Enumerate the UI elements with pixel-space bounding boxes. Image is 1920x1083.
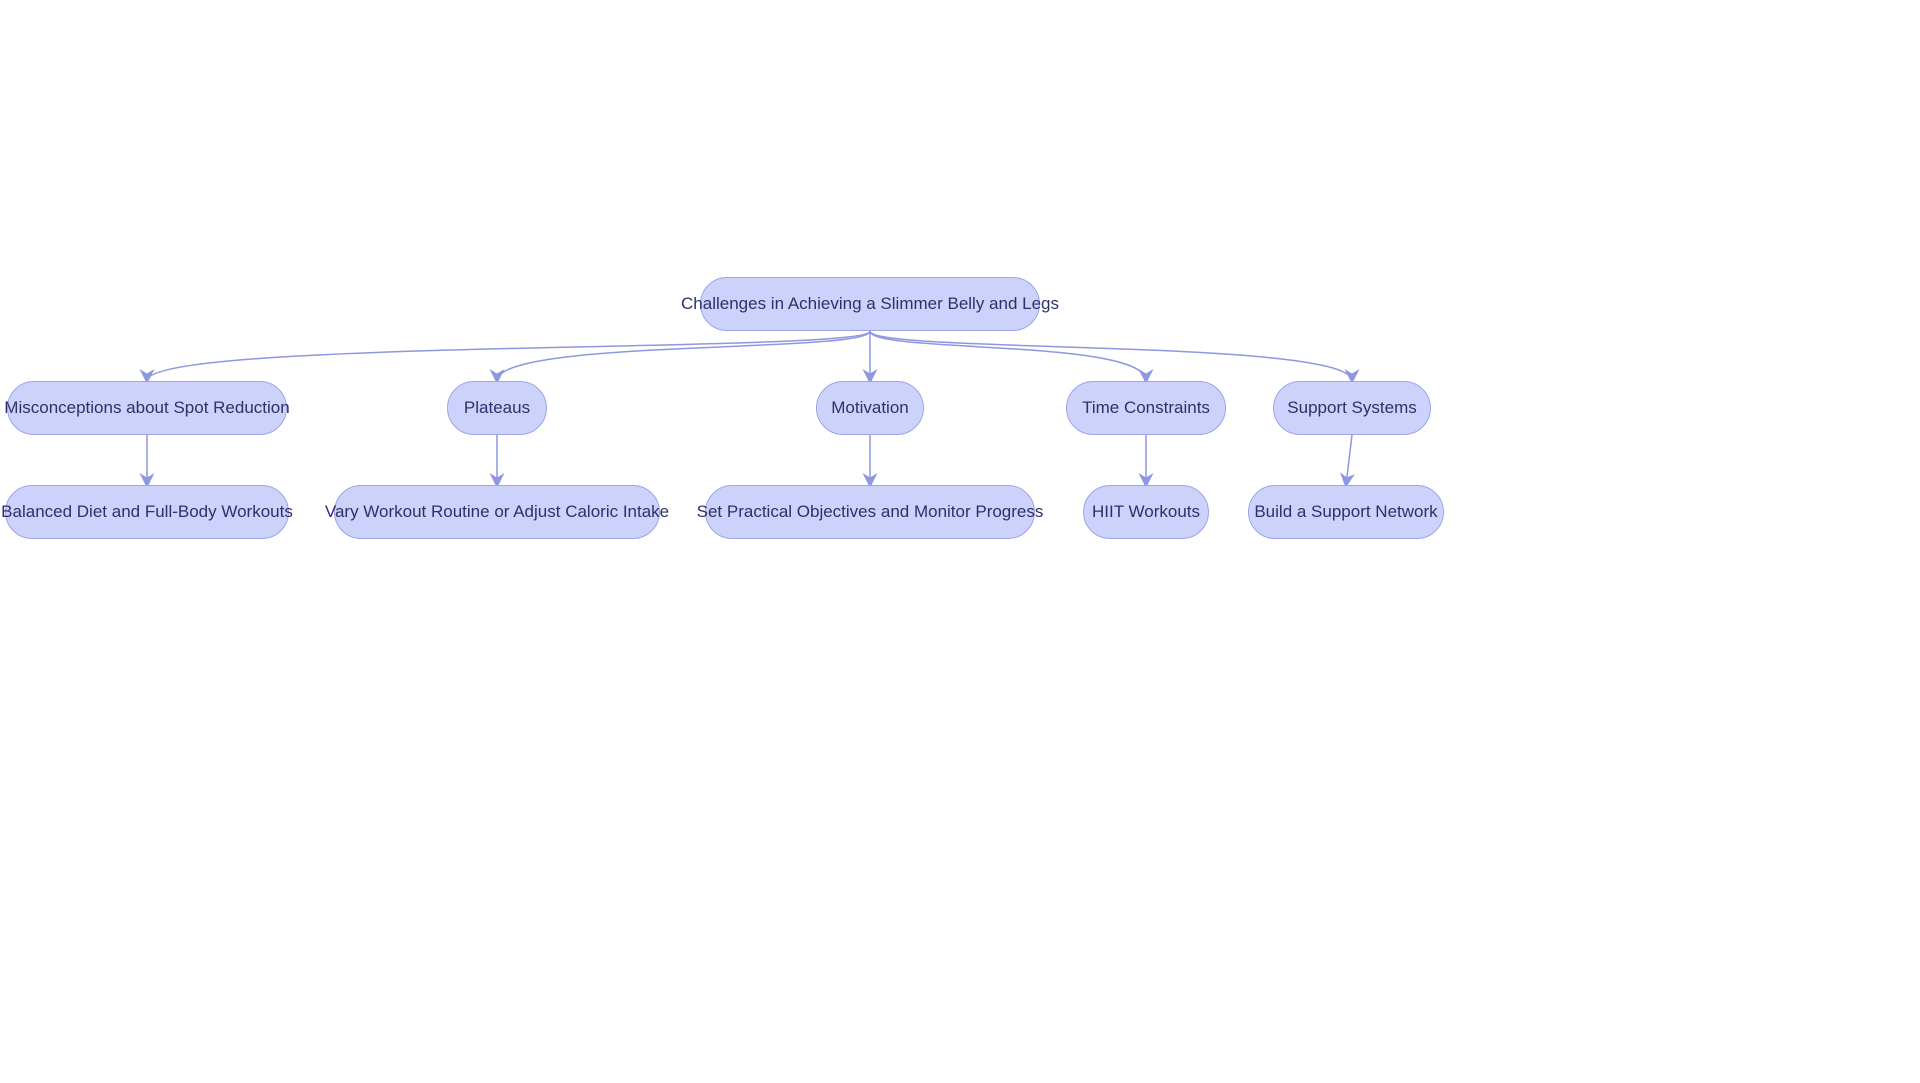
edge-root-c1 xyxy=(147,331,870,381)
node-s1: Balanced Diet and Full-Body Workouts xyxy=(5,485,289,539)
node-c5: Support Systems xyxy=(1273,381,1431,435)
edges-layer xyxy=(0,0,1920,1083)
node-s3: Set Practical Objectives and Monitor Pro… xyxy=(705,485,1035,539)
node-c4: Time Constraints xyxy=(1066,381,1226,435)
edge-c5-s5 xyxy=(1346,435,1352,485)
edge-root-c2 xyxy=(497,331,870,381)
node-root: Challenges in Achieving a Slimmer Belly … xyxy=(700,277,1040,331)
node-c3: Motivation xyxy=(816,381,924,435)
node-c1: Misconceptions about Spot Reduction xyxy=(7,381,287,435)
node-s2: Vary Workout Routine or Adjust Caloric I… xyxy=(334,485,660,539)
node-s4: HIIT Workouts xyxy=(1083,485,1209,539)
edge-root-c4 xyxy=(870,331,1146,381)
node-s5: Build a Support Network xyxy=(1248,485,1444,539)
node-c2: Plateaus xyxy=(447,381,547,435)
edge-root-c5 xyxy=(870,331,1352,381)
